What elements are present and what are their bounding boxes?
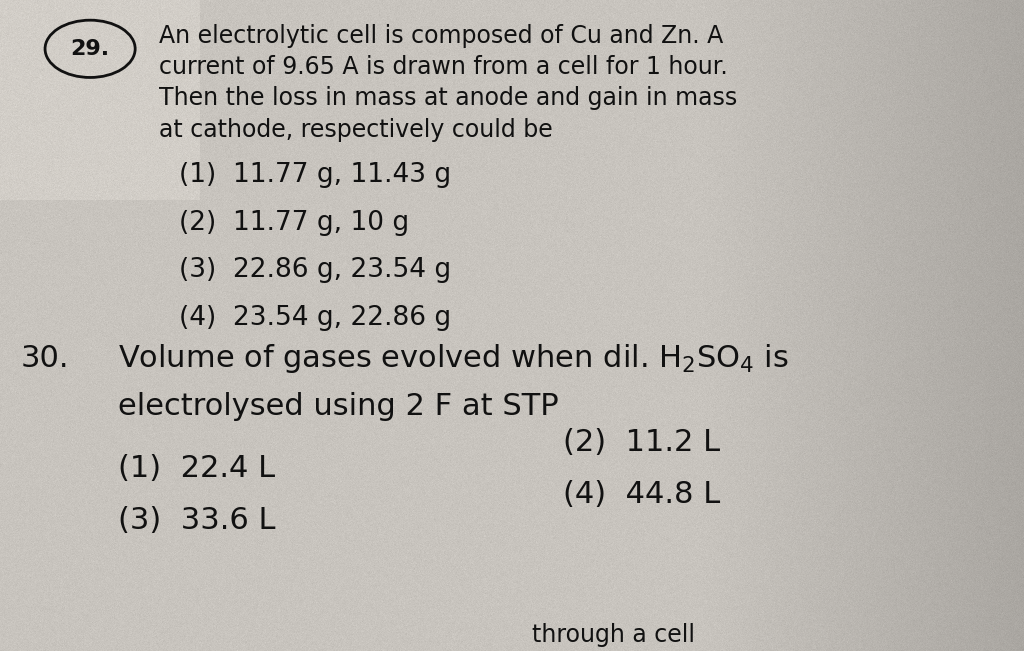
Text: current of 9.65 A is drawn from a cell for 1 hour.: current of 9.65 A is drawn from a cell f… bbox=[159, 55, 727, 79]
Text: (1)  11.77 g, 11.43 g: (1) 11.77 g, 11.43 g bbox=[179, 162, 452, 188]
Text: electrolysed using 2 F at STP: electrolysed using 2 F at STP bbox=[118, 393, 558, 421]
Text: Volume of gases evolved when dil. H$_2$SO$_4$ is: Volume of gases evolved when dil. H$_2$S… bbox=[118, 342, 788, 374]
Text: 30.: 30. bbox=[20, 344, 69, 372]
Text: at cathode, respectively could be: at cathode, respectively could be bbox=[159, 118, 553, 141]
Text: (1)  22.4 L: (1) 22.4 L bbox=[118, 454, 274, 483]
Text: 29.: 29. bbox=[71, 39, 110, 59]
Text: (4)  23.54 g, 22.86 g: (4) 23.54 g, 22.86 g bbox=[179, 305, 452, 331]
Text: (3)  22.86 g, 23.54 g: (3) 22.86 g, 23.54 g bbox=[179, 257, 452, 283]
Text: An electrolytic cell is composed of Cu and Zn. A: An electrolytic cell is composed of Cu a… bbox=[159, 24, 723, 48]
Text: through a cell: through a cell bbox=[532, 623, 695, 646]
Text: (2)  11.2 L: (2) 11.2 L bbox=[563, 428, 720, 457]
Text: (2)  11.77 g, 10 g: (2) 11.77 g, 10 g bbox=[179, 210, 410, 236]
Text: (4)  44.8 L: (4) 44.8 L bbox=[563, 480, 721, 509]
Text: (3)  33.6 L: (3) 33.6 L bbox=[118, 506, 275, 535]
Text: Then the loss in mass at anode and gain in mass: Then the loss in mass at anode and gain … bbox=[159, 87, 737, 110]
